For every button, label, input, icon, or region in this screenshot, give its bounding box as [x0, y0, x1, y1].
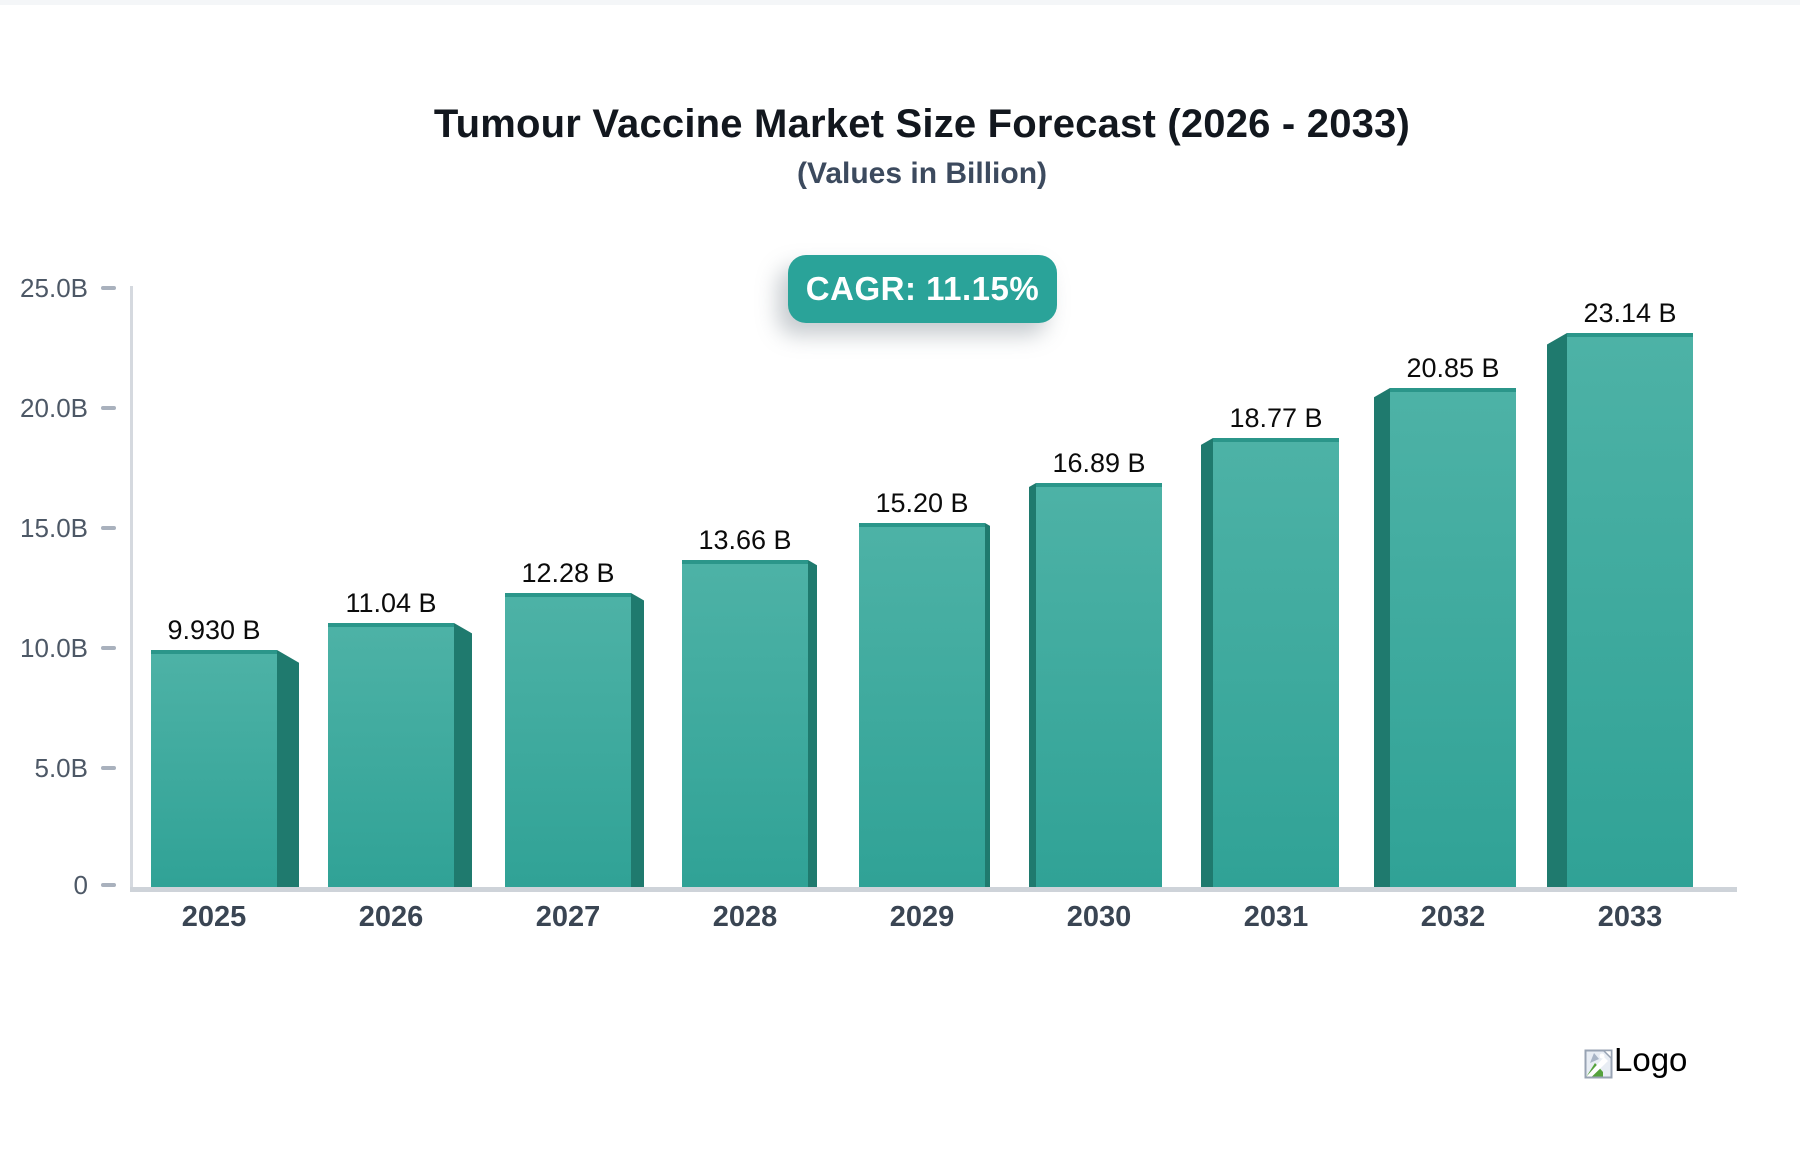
bar-side-2033: [1547, 333, 1567, 888]
x-axis-label-2031: 2031: [1243, 901, 1309, 933]
bar-side-2025: [277, 650, 299, 888]
bar-2029: [859, 523, 985, 888]
chart-title: Tumour Vaccine Market Size Forecast (202…: [433, 102, 1411, 146]
chart-subtitle: (Values in Billion): [796, 157, 1048, 190]
x-axis-label-2029: 2029: [889, 901, 955, 933]
bar-side-2030: [1029, 483, 1036, 888]
bar-2030: [1036, 483, 1162, 888]
x-axis-label-2032: 2032: [1420, 901, 1486, 933]
broken-image-icon: [1584, 1049, 1613, 1079]
plot-area: [151, 333, 1693, 888]
cagr-badge-label: CAGR: 11.15%: [805, 270, 1040, 307]
x-axis-label-2025: 2025: [181, 901, 247, 933]
bar-side-2028: [808, 560, 817, 888]
bar-2025: [151, 650, 277, 888]
bar-side-2027: [631, 593, 644, 888]
cagr-badge: CAGR: 11.15%: [788, 255, 1057, 323]
logo-alt-text: Logo: [1614, 1041, 1688, 1078]
bar-side-2032: [1374, 388, 1390, 888]
x-axis-label-2030: 2030: [1066, 901, 1132, 933]
bar-side-2031: [1201, 438, 1213, 888]
bar-2026: [328, 623, 454, 888]
bar-2027: [505, 593, 631, 888]
bar-2032: [1390, 388, 1516, 888]
bar-2033: [1567, 333, 1693, 888]
x-axis-label-2027: 2027: [535, 901, 601, 933]
logo-placeholder: Logo: [1584, 1040, 1687, 1080]
bar-2031: [1213, 438, 1339, 888]
x-axis-label-2028: 2028: [712, 901, 778, 933]
bar-side-2029: [985, 523, 990, 888]
bar-2028: [682, 560, 808, 888]
x-axis-label-2033: 2033: [1597, 901, 1663, 933]
x-axis-label-2026: 2026: [358, 901, 424, 933]
bar-side-2026: [454, 623, 472, 888]
